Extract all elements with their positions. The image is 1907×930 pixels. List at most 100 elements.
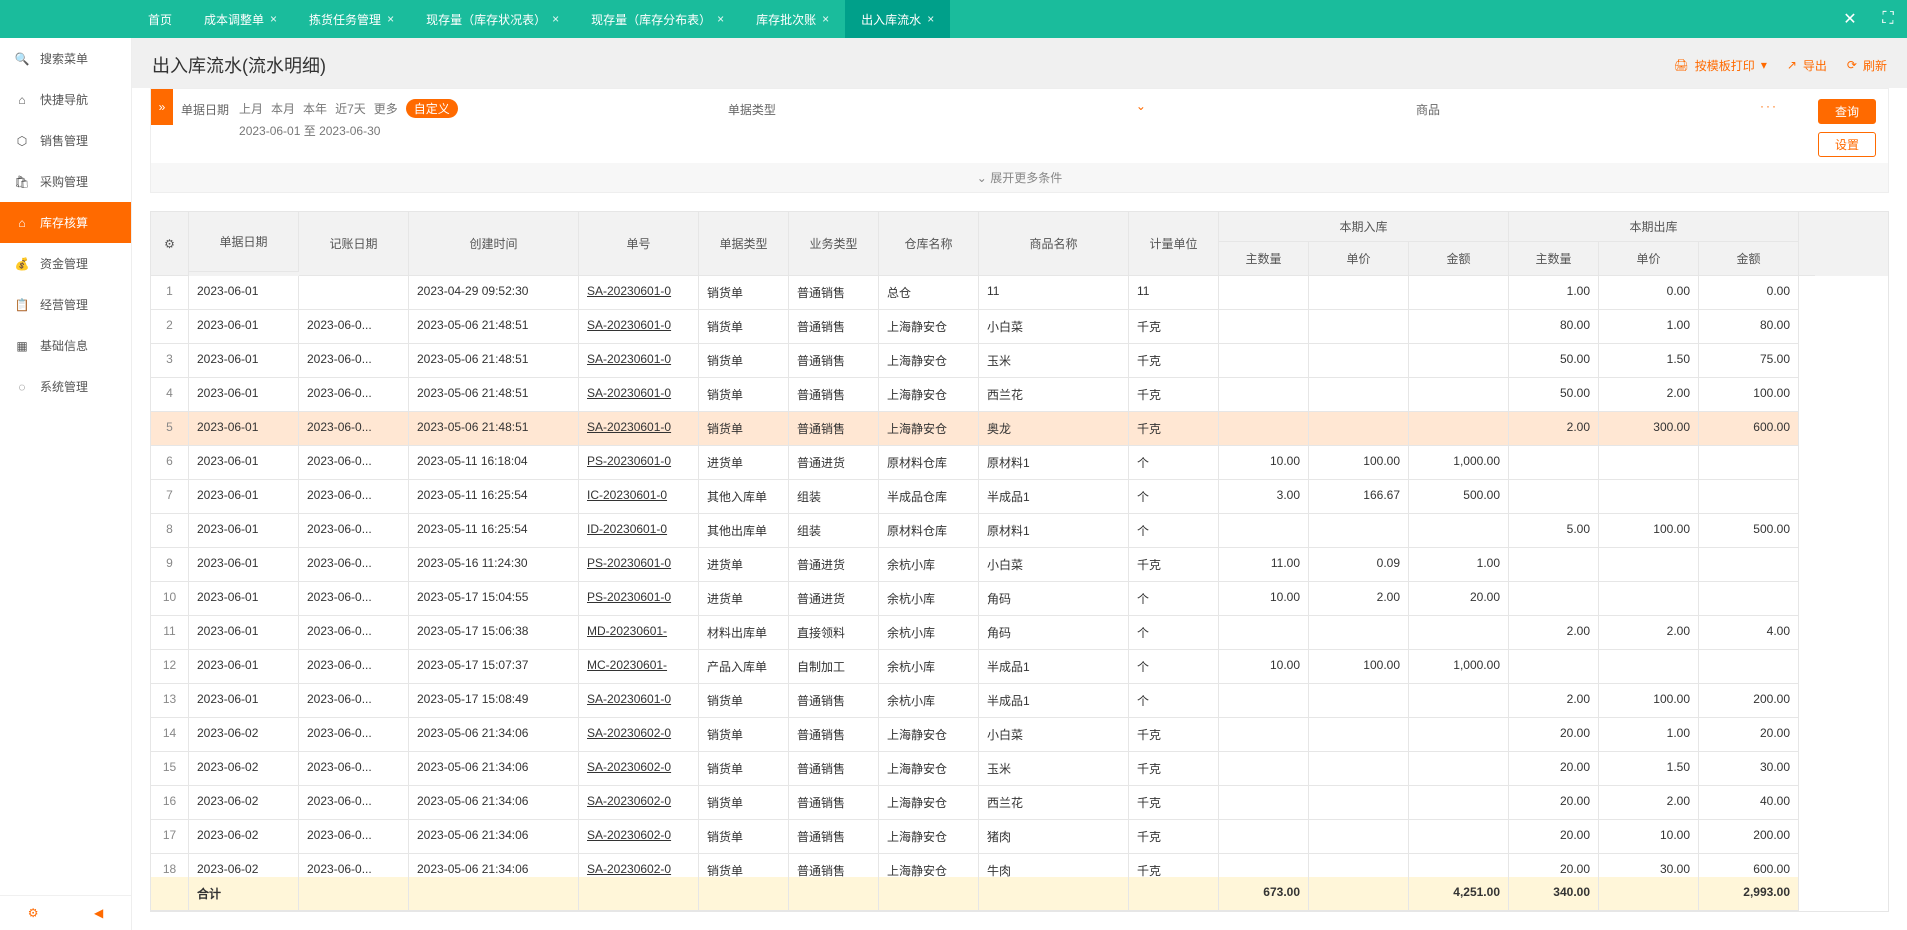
- col-in-qty: 主数量: [1219, 242, 1309, 276]
- table-row[interactable]: 62023-06-012023-06-0...2023-05-11 16:18:…: [151, 446, 1888, 480]
- table-row[interactable]: 112023-06-012023-06-0...2023-05-17 15:06…: [151, 616, 1888, 650]
- table-row[interactable]: 52023-06-012023-06-0...2023-05-06 21:48:…: [151, 412, 1888, 446]
- tab-close-icon[interactable]: ×: [270, 12, 277, 26]
- table-row[interactable]: 152023-06-022023-06-0...2023-05-06 21:34…: [151, 752, 1888, 786]
- footer-out-amt: 2,993.00: [1699, 877, 1799, 911]
- doc-no-link[interactable]: MC-20230601-: [587, 658, 667, 672]
- date-shortcut-上月[interactable]: 上月: [239, 100, 263, 117]
- doc-no-link[interactable]: SA-20230602-0: [587, 794, 671, 808]
- tab-close-icon[interactable]: ×: [822, 12, 829, 26]
- search-icon: 🔍: [14, 51, 30, 67]
- doc-no-link[interactable]: MD-20230601-: [587, 624, 667, 638]
- home-icon: ⌂: [14, 92, 30, 108]
- tab-成本调整单[interactable]: 成本调整单×: [188, 0, 293, 38]
- tab-close-icon[interactable]: ×: [387, 12, 394, 26]
- col-biz-type: 业务类型: [789, 212, 879, 276]
- table-row[interactable]: 22023-06-012023-06-0...2023-05-06 21:48:…: [151, 310, 1888, 344]
- doc-no-link[interactable]: SA-20230601-0: [587, 318, 671, 332]
- doc-no-link[interactable]: SA-20230601-0: [587, 284, 671, 298]
- gear-icon: ◌: [14, 379, 30, 395]
- table-row[interactable]: 162023-06-022023-06-0...2023-05-06 21:34…: [151, 786, 1888, 820]
- doc-no-link[interactable]: SA-20230601-0: [587, 420, 671, 434]
- sidebar-item-库存核算[interactable]: ⌂库存核算: [0, 202, 131, 243]
- window-maximize-icon[interactable]: ⛶: [1869, 0, 1907, 38]
- refresh-button[interactable]: ⟳ 刷新: [1847, 57, 1887, 74]
- col-warehouse: 仓库名称: [879, 212, 979, 276]
- sidebar-item-快捷导航[interactable]: ⌂快捷导航: [0, 79, 131, 120]
- col-out-amt: 金额: [1699, 242, 1799, 276]
- doc-no-link[interactable]: SA-20230601-0: [587, 352, 671, 366]
- tab-close-icon[interactable]: ×: [717, 12, 724, 26]
- settings-button[interactable]: 设置: [1818, 132, 1876, 157]
- tab-现存量（库存分布表）[interactable]: 现存量（库存分布表）×: [575, 0, 740, 38]
- sidebar-item-基础信息[interactable]: ▦基础信息: [0, 325, 131, 366]
- col-in-amt: 金额: [1409, 242, 1509, 276]
- doc-no-link[interactable]: SA-20230601-0: [587, 692, 671, 706]
- col-create-time: 创建时间: [409, 212, 579, 276]
- export-button[interactable]: ↗ 导出: [1787, 57, 1827, 74]
- tab-库存批次账[interactable]: 库存批次账×: [740, 0, 845, 38]
- tab-现存量（库存状况表）[interactable]: 现存量（库存状况表）×: [410, 0, 575, 38]
- doc-no-link[interactable]: SA-20230601-0: [587, 386, 671, 400]
- sidebar-bottom-gear-icon[interactable]: ⚙: [28, 906, 39, 920]
- grid-icon: ▦: [14, 338, 30, 354]
- date-shortcut-近7天[interactable]: 近7天: [335, 100, 366, 117]
- sidebar-item-采购管理[interactable]: 🛍采购管理: [0, 161, 131, 202]
- query-button[interactable]: 查询: [1818, 99, 1876, 124]
- doc-no-link[interactable]: SA-20230602-0: [587, 760, 671, 774]
- tab-close-icon[interactable]: ×: [552, 12, 559, 26]
- doc-no-link[interactable]: IC-20230601-0: [587, 488, 667, 502]
- doc-no-link[interactable]: ID-20230601-0: [587, 522, 667, 536]
- tab-首页[interactable]: 首页: [132, 0, 188, 38]
- expand-conditions-button[interactable]: ⌄ 展开更多条件: [151, 163, 1888, 192]
- date-shortcut-custom[interactable]: 自定义: [406, 99, 458, 118]
- filter-doctype-select[interactable]: ⌄: [786, 99, 1146, 114]
- page-title: 出入库流水(流水明细): [152, 52, 326, 78]
- table-row[interactable]: 102023-06-012023-06-0...2023-05-17 15:04…: [151, 582, 1888, 616]
- print-template-button[interactable]: 🖨 按模板打印 ▾: [1674, 57, 1767, 74]
- col-doc-date: 单据日期: [189, 212, 299, 272]
- sidebar-item-系统管理[interactable]: ◌系统管理: [0, 366, 131, 407]
- box-icon: ⌂: [14, 215, 30, 231]
- table-row[interactable]: 172023-06-022023-06-0...2023-05-06 21:34…: [151, 820, 1888, 854]
- refresh-icon: ⟳: [1847, 58, 1857, 72]
- doc-no-link[interactable]: PS-20230601-0: [587, 556, 671, 570]
- sidebar-item-销售管理[interactable]: ⬡销售管理: [0, 120, 131, 161]
- printer-icon: 🖨: [1674, 58, 1689, 72]
- table-row[interactable]: 132023-06-012023-06-0...2023-05-17 15:08…: [151, 684, 1888, 718]
- sidebar-item-资金管理[interactable]: 💰资金管理: [0, 243, 131, 284]
- table-settings-gear-icon[interactable]: ⚙: [151, 212, 189, 276]
- table-row[interactable]: 142023-06-022023-06-0...2023-05-06 21:34…: [151, 718, 1888, 752]
- table-row[interactable]: 92023-06-012023-06-0...2023-05-16 11:24:…: [151, 548, 1888, 582]
- tab-close-icon[interactable]: ×: [927, 12, 934, 26]
- date-shortcut-更多[interactable]: 更多: [374, 100, 398, 117]
- col-doc-no: 单号: [579, 212, 699, 276]
- col-out-qty: 主数量: [1509, 242, 1599, 276]
- table-row[interactable]: 82023-06-012023-06-0...2023-05-11 16:25:…: [151, 514, 1888, 548]
- table-row[interactable]: 122023-06-012023-06-0...2023-05-17 15:07…: [151, 650, 1888, 684]
- doc-no-link[interactable]: PS-20230601-0: [587, 454, 671, 468]
- col-acct-date: 记账日期: [299, 212, 409, 276]
- doc-no-link[interactable]: SA-20230602-0: [587, 828, 671, 842]
- date-shortcut-本月[interactable]: 本月: [271, 100, 295, 117]
- table-row[interactable]: 32023-06-012023-06-0...2023-05-06 21:48:…: [151, 344, 1888, 378]
- table-row[interactable]: 12023-06-012023-04-29 09:52:30SA-2023060…: [151, 276, 1888, 310]
- filter-goods-more[interactable]: ···: [1760, 99, 1778, 113]
- tab-出入库流水[interactable]: 出入库流水×: [845, 0, 950, 38]
- doc-no-link[interactable]: SA-20230602-0: [587, 862, 671, 876]
- doc-no-link[interactable]: SA-20230602-0: [587, 726, 671, 740]
- tab-拣货任务管理[interactable]: 拣货任务管理×: [293, 0, 410, 38]
- table-row[interactable]: 182023-06-022023-06-0...2023-05-06 21:34…: [151, 854, 1888, 877]
- table-row[interactable]: 72023-06-012023-06-0...2023-05-11 16:25:…: [151, 480, 1888, 514]
- clipboard-icon: 📋: [14, 297, 30, 313]
- doc-no-link[interactable]: PS-20230601-0: [587, 590, 671, 604]
- sidebar-bottom-collapse-icon[interactable]: ◀: [94, 906, 103, 920]
- chevron-double-down-icon: ⌄: [977, 171, 987, 185]
- date-shortcut-本年[interactable]: 本年: [303, 100, 327, 117]
- sidebar-item-经营管理[interactable]: 📋经营管理: [0, 284, 131, 325]
- filter-goods-label: 商品: [1416, 99, 1440, 118]
- table-row[interactable]: 42023-06-012023-06-0...2023-05-06 21:48:…: [151, 378, 1888, 412]
- window-close-icon[interactable]: ✕: [1831, 0, 1869, 38]
- sidebar-item-搜索菜单[interactable]: 🔍搜索菜单: [0, 38, 131, 79]
- filter-collapse-handle[interactable]: »: [151, 89, 173, 125]
